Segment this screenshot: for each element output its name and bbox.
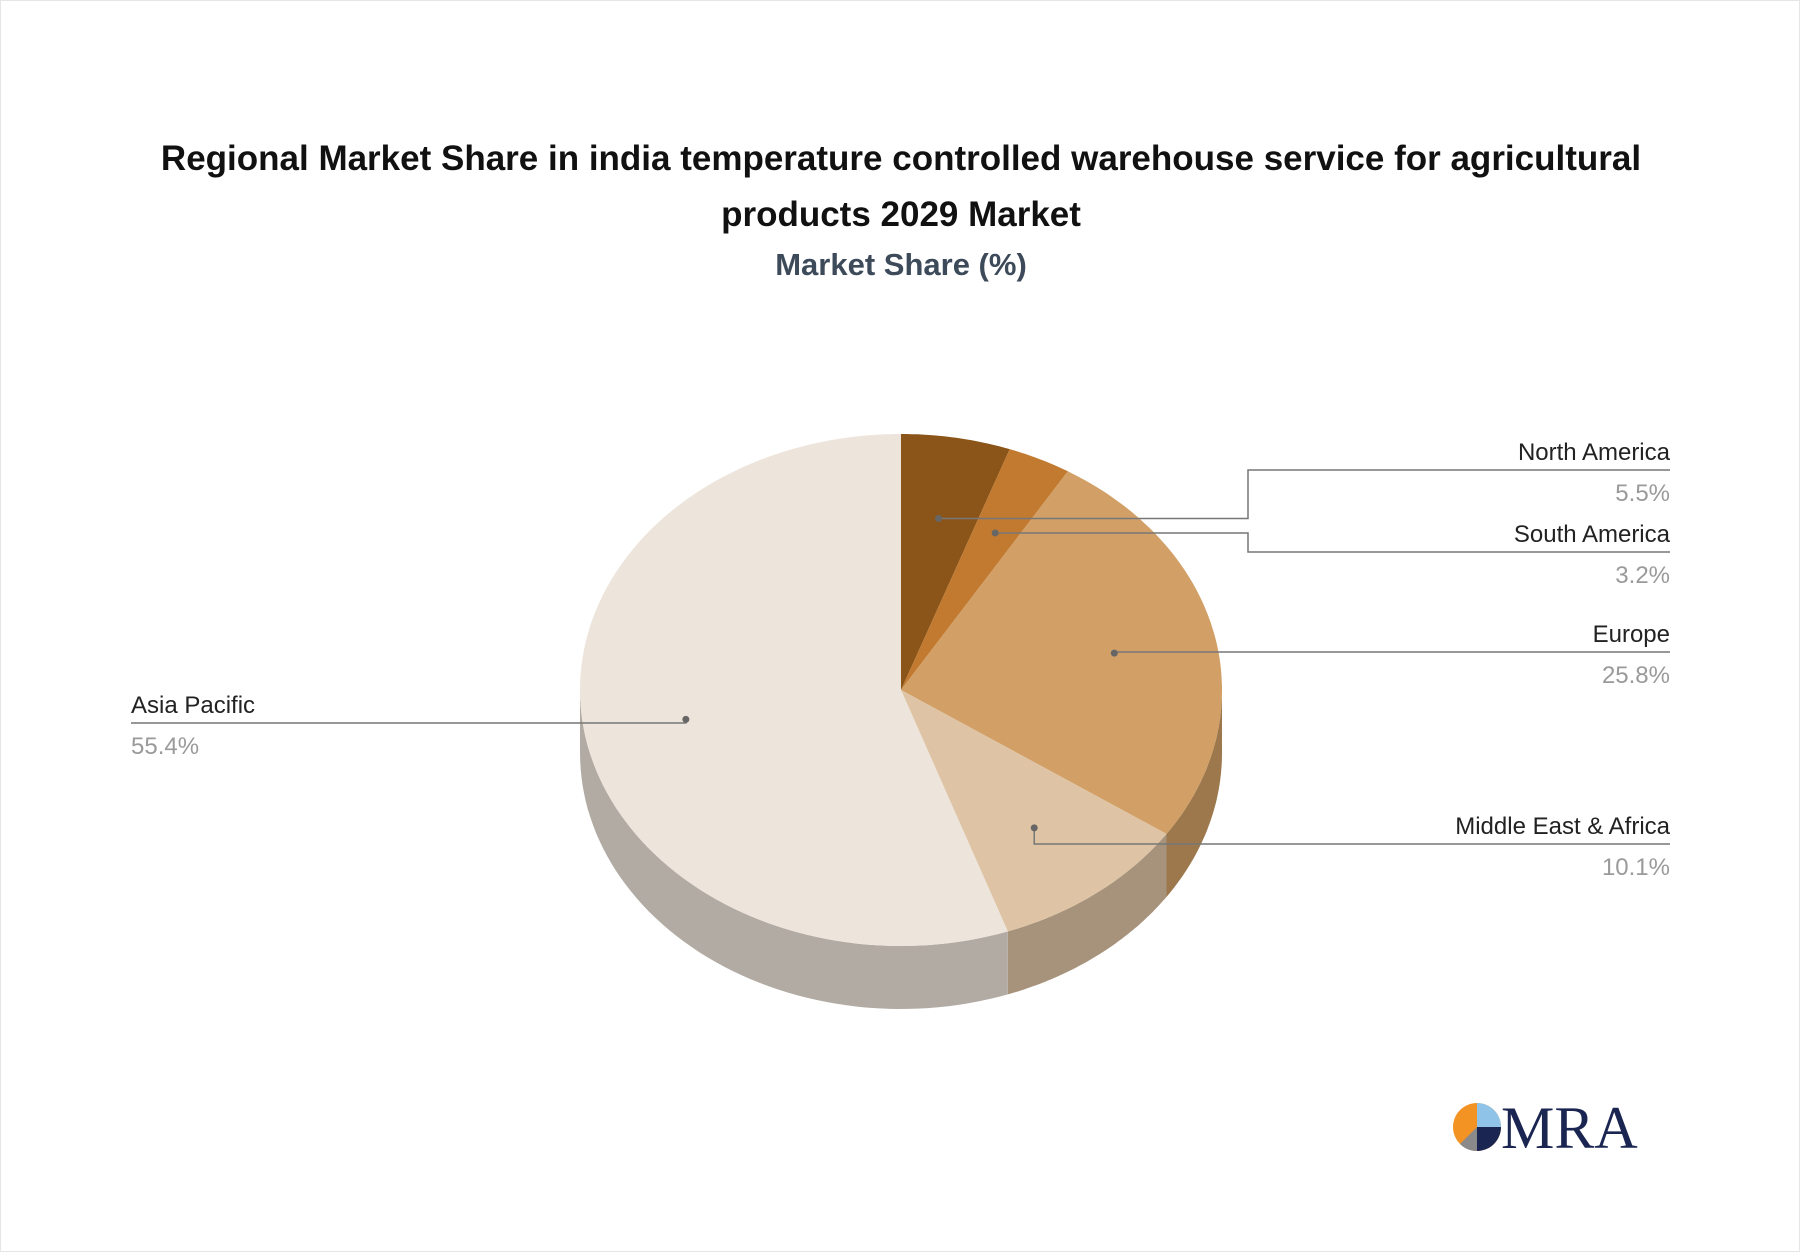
slice bbox=[901, 690, 1167, 932]
chart-subtitle: Market Share (%) bbox=[775, 247, 1027, 282]
slice-side bbox=[580, 690, 1008, 1009]
slice-label: Asia Pacific bbox=[131, 692, 255, 719]
leader-line bbox=[1033, 827, 1670, 845]
slice bbox=[580, 434, 1008, 946]
slice-side bbox=[1007, 833, 1167, 995]
logo-text: MRA bbox=[1501, 1095, 1638, 1161]
leader-line bbox=[938, 469, 1670, 520]
leader-dot bbox=[1030, 824, 1038, 832]
logo-icon-part bbox=[1477, 1127, 1501, 1151]
leader-dot bbox=[935, 515, 943, 523]
slice-side bbox=[1166, 690, 1222, 897]
leader-dot bbox=[991, 529, 999, 537]
slice-value: 55.4% bbox=[131, 733, 199, 760]
leader-dot bbox=[682, 715, 690, 723]
slice-label: Middle East & Africa bbox=[1455, 813, 1670, 840]
slice-value: 5.5% bbox=[1615, 480, 1670, 507]
logo-icon-part bbox=[1460, 1127, 1477, 1152]
chart-title: Regional Market Share in india temperatu… bbox=[160, 139, 1642, 234]
slice-label: North America bbox=[1518, 439, 1671, 466]
slice-label: South America bbox=[1514, 521, 1671, 548]
slice-label: Europe bbox=[1593, 621, 1670, 648]
slice bbox=[901, 449, 1068, 690]
leader-line bbox=[995, 532, 1670, 553]
slice-value: 3.2% bbox=[1615, 562, 1670, 589]
logo: MRA bbox=[1453, 1095, 1638, 1161]
slice-value: 25.8% bbox=[1602, 662, 1670, 689]
slice bbox=[901, 471, 1222, 834]
slice bbox=[901, 434, 1010, 690]
leader-dot bbox=[1110, 649, 1118, 657]
slice-value: 10.1% bbox=[1602, 854, 1670, 881]
logo-icon-part bbox=[1477, 1103, 1501, 1127]
